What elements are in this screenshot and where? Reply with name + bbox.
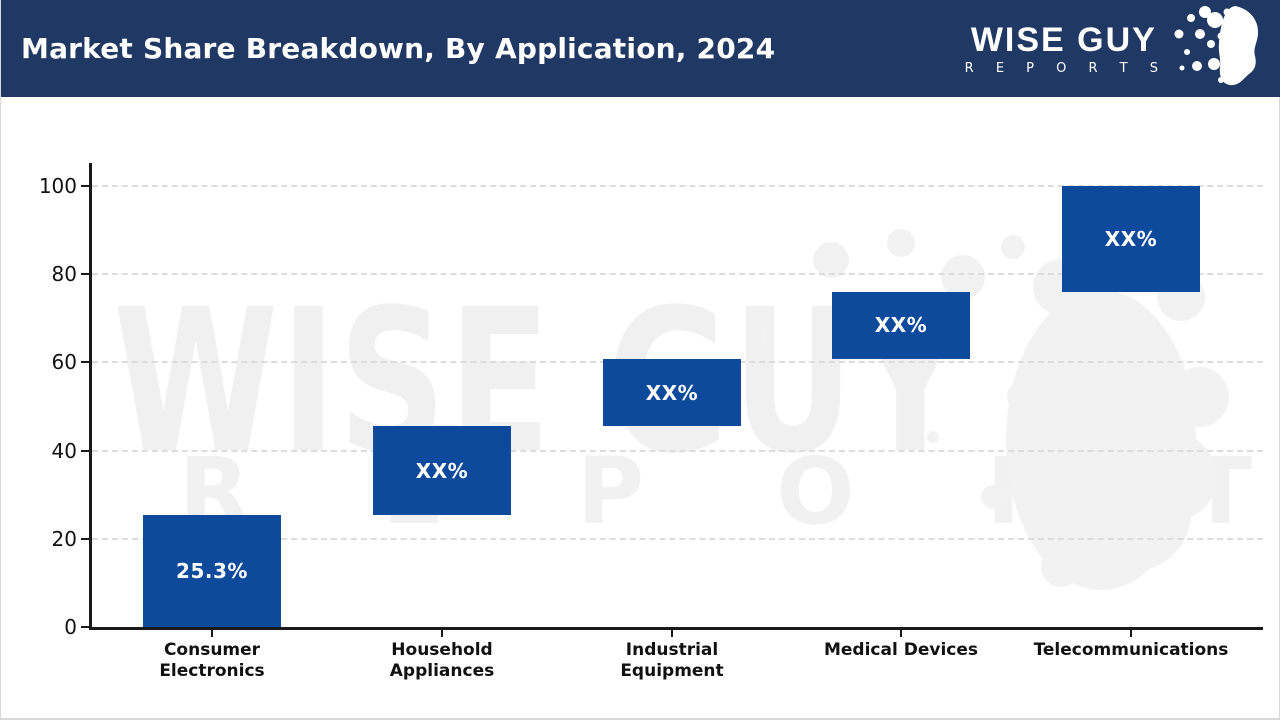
- wise-guy-reports-logo: WISE GUY R E P O R T S: [961, 4, 1261, 94]
- bar-value-label-industrial-equipment: XX%: [645, 380, 699, 405]
- logo-brand-subtitle: R E P O R T S: [964, 60, 1167, 76]
- bar-telecommunications: XX%: [1062, 186, 1200, 292]
- y-tick-label-100: 100: [38, 174, 77, 198]
- gridline-80: [92, 273, 1263, 276]
- y-tick-label-0: 0: [64, 615, 77, 639]
- y-tick-label-40: 40: [51, 438, 77, 463]
- face-profile-dots-icon: [1169, 4, 1261, 94]
- bar-medical-devices: XX%: [832, 291, 970, 359]
- x-axis-line: [89, 627, 1263, 630]
- x-tick-mark-1: [211, 630, 213, 637]
- x-tick-mark-2: [441, 630, 443, 637]
- bar-consumer-electronics: 25.3%: [143, 515, 281, 627]
- x-category-label-5: Telecommunications: [1033, 640, 1229, 660]
- gridline-20: [92, 537, 1263, 540]
- logo-brand-name: WISE GUY: [970, 20, 1157, 59]
- bar-value-label-household-appliances: XX%: [415, 458, 469, 483]
- x-category-label-4: Medical Devices: [823, 640, 978, 660]
- y-tick-mark-80: [81, 273, 89, 276]
- y-tick-mark-0: [81, 626, 89, 628]
- bar-value-label-telecommunications: XX%: [1104, 226, 1158, 251]
- y-tick-mark-60: [81, 361, 89, 364]
- x-category-label-3: Industrial Equipment: [620, 640, 724, 682]
- y-tick-label-20: 20: [51, 526, 77, 551]
- bar-value-label-medical-devices: XX%: [874, 313, 928, 338]
- y-tick-mark-40: [81, 449, 89, 452]
- bar-value-label-consumer-electronics: 25.3%: [176, 559, 248, 584]
- y-axis-line: [89, 163, 92, 630]
- y-tick-mark-20: [81, 537, 89, 540]
- bar-industrial-equipment: XX%: [603, 358, 741, 427]
- watermark-wordmark: WISE GUY: [113, 268, 967, 498]
- y-tick-label-60: 60: [51, 350, 77, 375]
- bar-household-appliances: XX%: [373, 426, 511, 516]
- x-tick-mark-3: [671, 630, 673, 637]
- x-tick-mark-4: [900, 630, 902, 637]
- header-band: Market Share Breakdown, By Application, …: [1, 0, 1280, 97]
- x-tick-mark-5: [1130, 630, 1132, 637]
- x-category-label-1: Consumer Electronics: [159, 640, 265, 682]
- chart-title: Market Share Breakdown, By Application, …: [21, 32, 776, 65]
- y-tick-mark-100: [81, 185, 89, 187]
- y-tick-label-80: 80: [51, 262, 77, 287]
- x-category-label-2: Household Appliances: [389, 640, 495, 682]
- gridline-100: [92, 185, 1263, 187]
- logo-text: WISE GUY R E P O R T S: [961, 23, 1167, 75]
- gridline-40: [92, 449, 1263, 452]
